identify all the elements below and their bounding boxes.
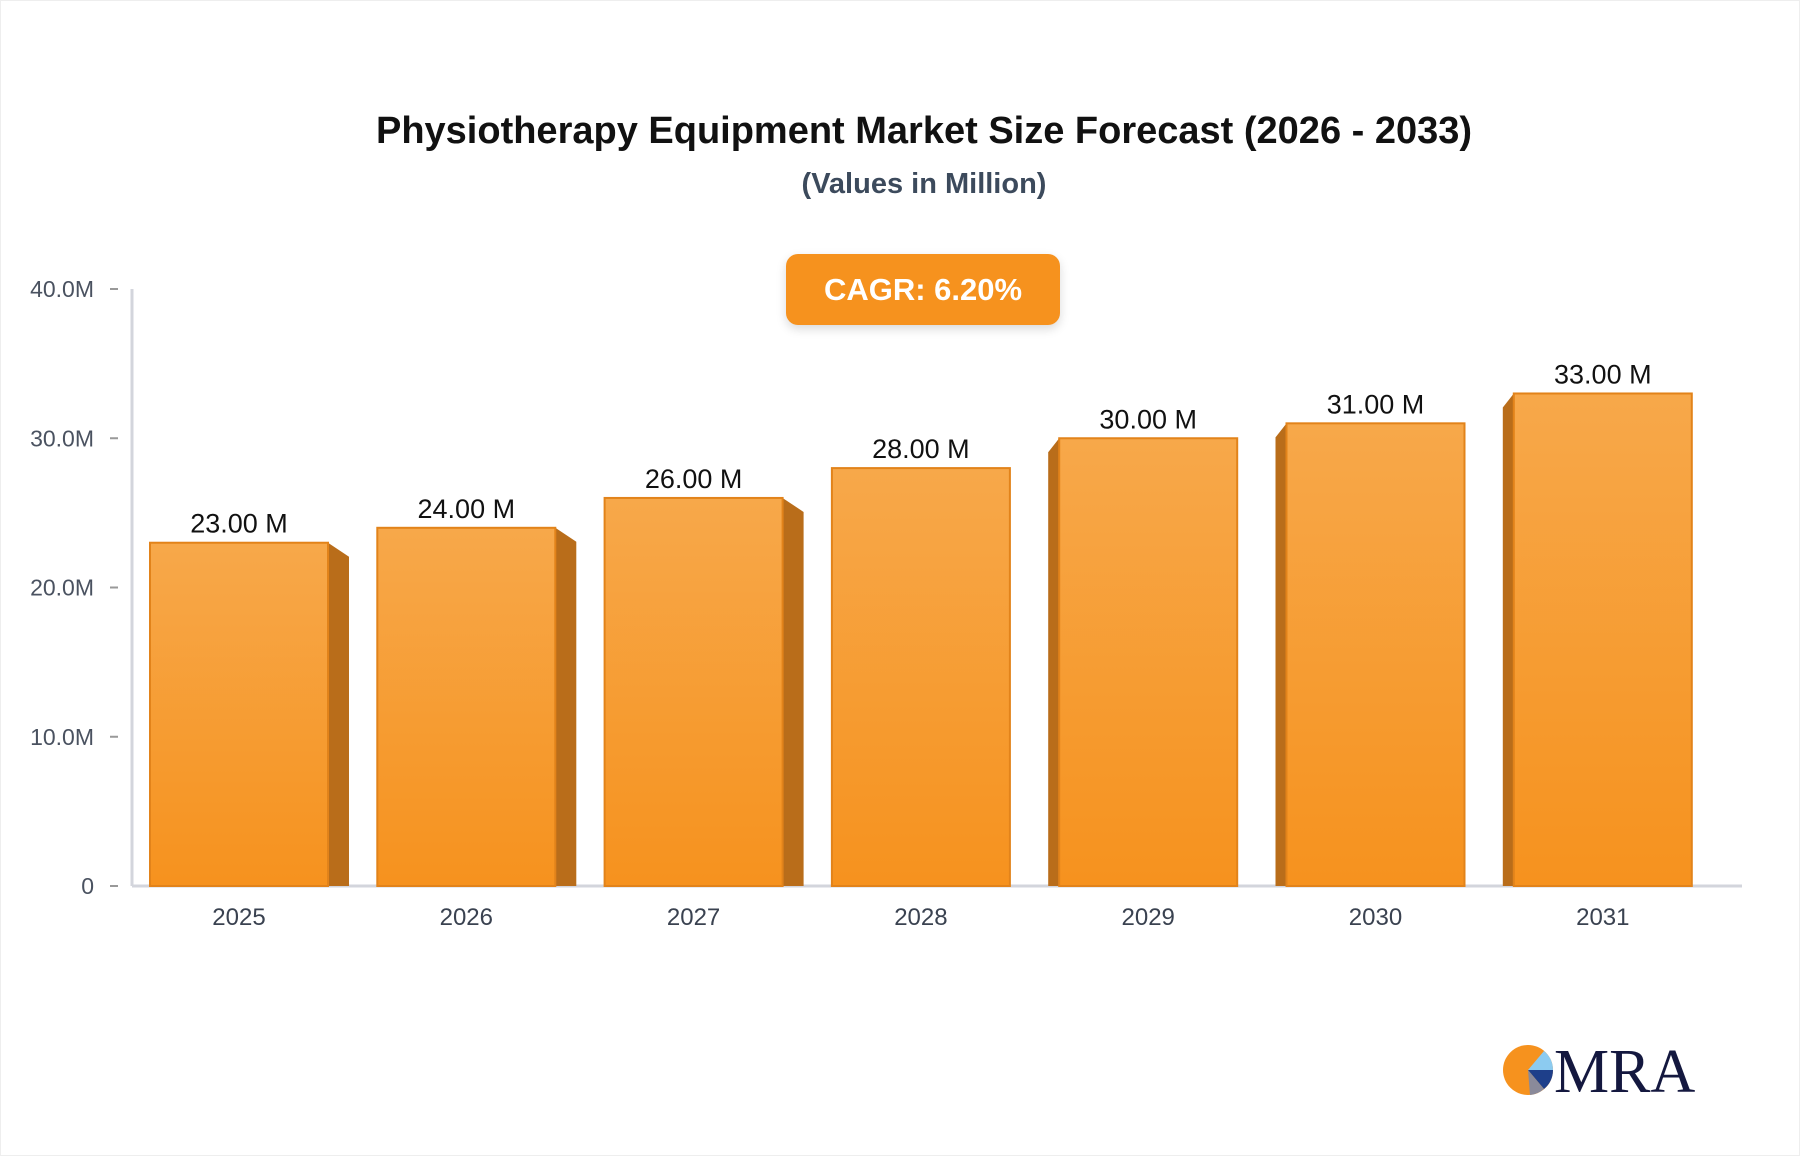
bar-side — [1048, 438, 1060, 886]
x-tick-label: 2025 — [212, 904, 265, 931]
chart-title: Physiotherapy Equipment Market Size Fore… — [375, 110, 1473, 152]
bar-2026 — [376, 526, 557, 887]
bar-2027 — [603, 496, 784, 887]
bar-2030 — [1285, 422, 1466, 887]
y-tick-label: 10.0M — [30, 724, 94, 750]
y-tick-label: 0 — [81, 873, 94, 899]
cagr-badge: CAGR: 6.20% — [786, 254, 1060, 325]
x-tick-label: 2027 — [667, 904, 720, 931]
data-label: 30.00 M — [1099, 404, 1197, 434]
data-label: 33.00 M — [1554, 359, 1652, 389]
bar-side — [555, 527, 577, 886]
data-label: 28.00 M — [872, 434, 970, 464]
bar-side — [1275, 423, 1287, 886]
data-label: 26.00 M — [645, 464, 743, 494]
x-tick-label: 2030 — [1349, 904, 1402, 931]
logo-text: MRA — [1554, 1040, 1695, 1100]
bar-2028 — [830, 467, 1011, 887]
bar-side — [782, 497, 804, 886]
bar-2029 — [1058, 437, 1239, 887]
y-tick-label: 40.0M — [30, 276, 94, 302]
mra-logo: MRA — [1503, 1040, 1695, 1100]
data-label: 24.00 M — [418, 494, 516, 524]
bar-side — [328, 542, 349, 886]
chart-subtitle: (Values in Million) — [801, 168, 1047, 200]
bar-2031 — [1512, 392, 1693, 887]
bar-2025 — [149, 541, 329, 887]
x-tick-label: 2031 — [1576, 904, 1629, 931]
x-tick-label: 2026 — [440, 904, 493, 931]
x-tick-label: 2029 — [1122, 904, 1175, 931]
data-label: 23.00 M — [190, 509, 288, 539]
data-label: 31.00 M — [1327, 389, 1425, 419]
y-tick-label: 30.0M — [30, 425, 94, 451]
y-tick-label: 20.0M — [30, 575, 94, 601]
x-tick-label: 2028 — [894, 904, 947, 931]
bar-side — [1502, 393, 1514, 886]
